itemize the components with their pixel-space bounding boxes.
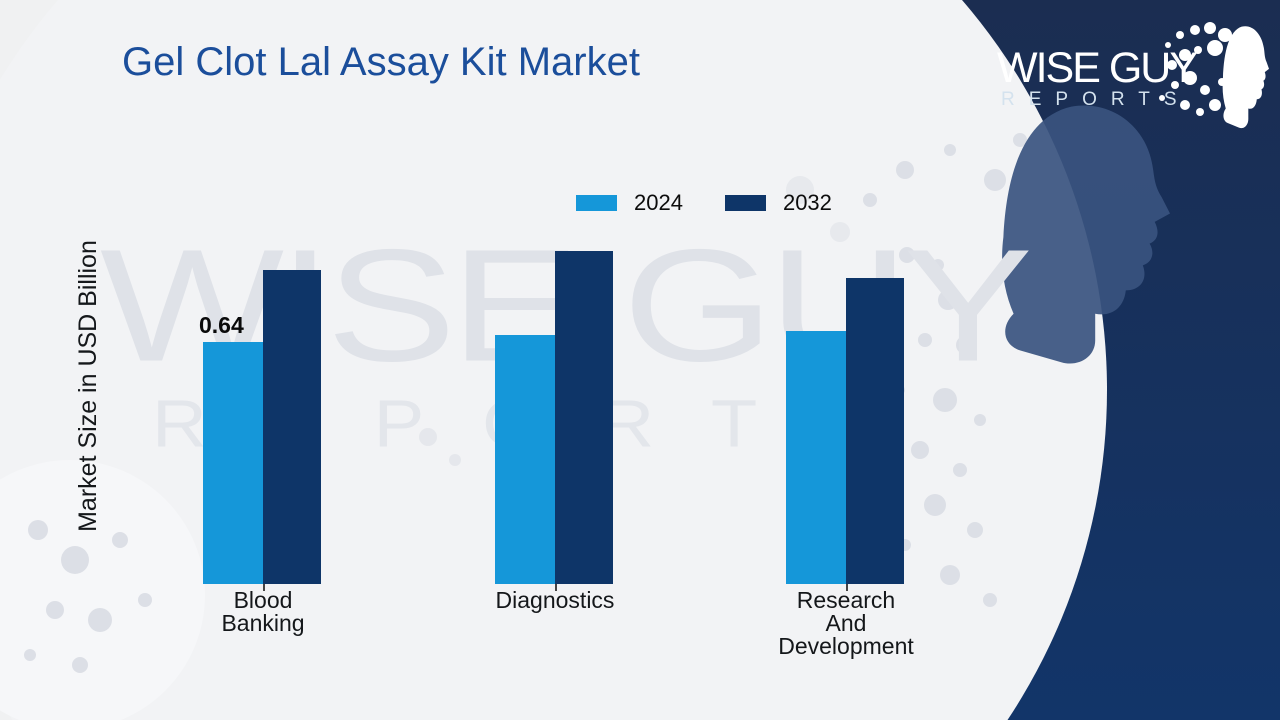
logo-brand-name: WISE GUY — [997, 44, 1198, 92]
x-axis-tick — [263, 584, 265, 591]
logo-brand-subtitle: REPORTS — [1001, 89, 1191, 110]
bar-value-label: 0.64 — [199, 312, 244, 339]
bar-2032-research-and-development — [846, 278, 904, 584]
bar-2024-blood-banking — [203, 342, 263, 584]
bar-2024-research-and-development — [786, 331, 846, 584]
bar-2024-diagnostics — [495, 335, 555, 584]
category-label-blood-banking: Blood Banking — [221, 587, 305, 636]
legend-swatch-2032 — [724, 195, 766, 211]
logo-face-dots-icon — [1159, 22, 1235, 116]
legend: 2024 2032 — [576, 190, 874, 216]
legend-swatch-2024 — [576, 195, 617, 211]
category-label-diagnostics: Diagnostics — [495, 587, 615, 613]
legend-label-2032: 2032 — [782, 190, 832, 215]
category-label-research-and-development: Research And Development — [778, 587, 914, 659]
watermark-dots — [24, 133, 1027, 673]
legend-label-2024: 2024 — [634, 190, 683, 215]
bar-2032-diagnostics — [555, 251, 613, 584]
chart-title: Gel Clot Lal Assay Kit Market — [122, 40, 640, 84]
watermark-bubble — [0, 460, 205, 720]
x-axis-tick — [555, 584, 557, 591]
bar-2032-blood-banking — [263, 270, 321, 584]
y-axis-label: Market Size in USD Billion — [74, 240, 102, 532]
x-axis-tick — [846, 584, 848, 591]
